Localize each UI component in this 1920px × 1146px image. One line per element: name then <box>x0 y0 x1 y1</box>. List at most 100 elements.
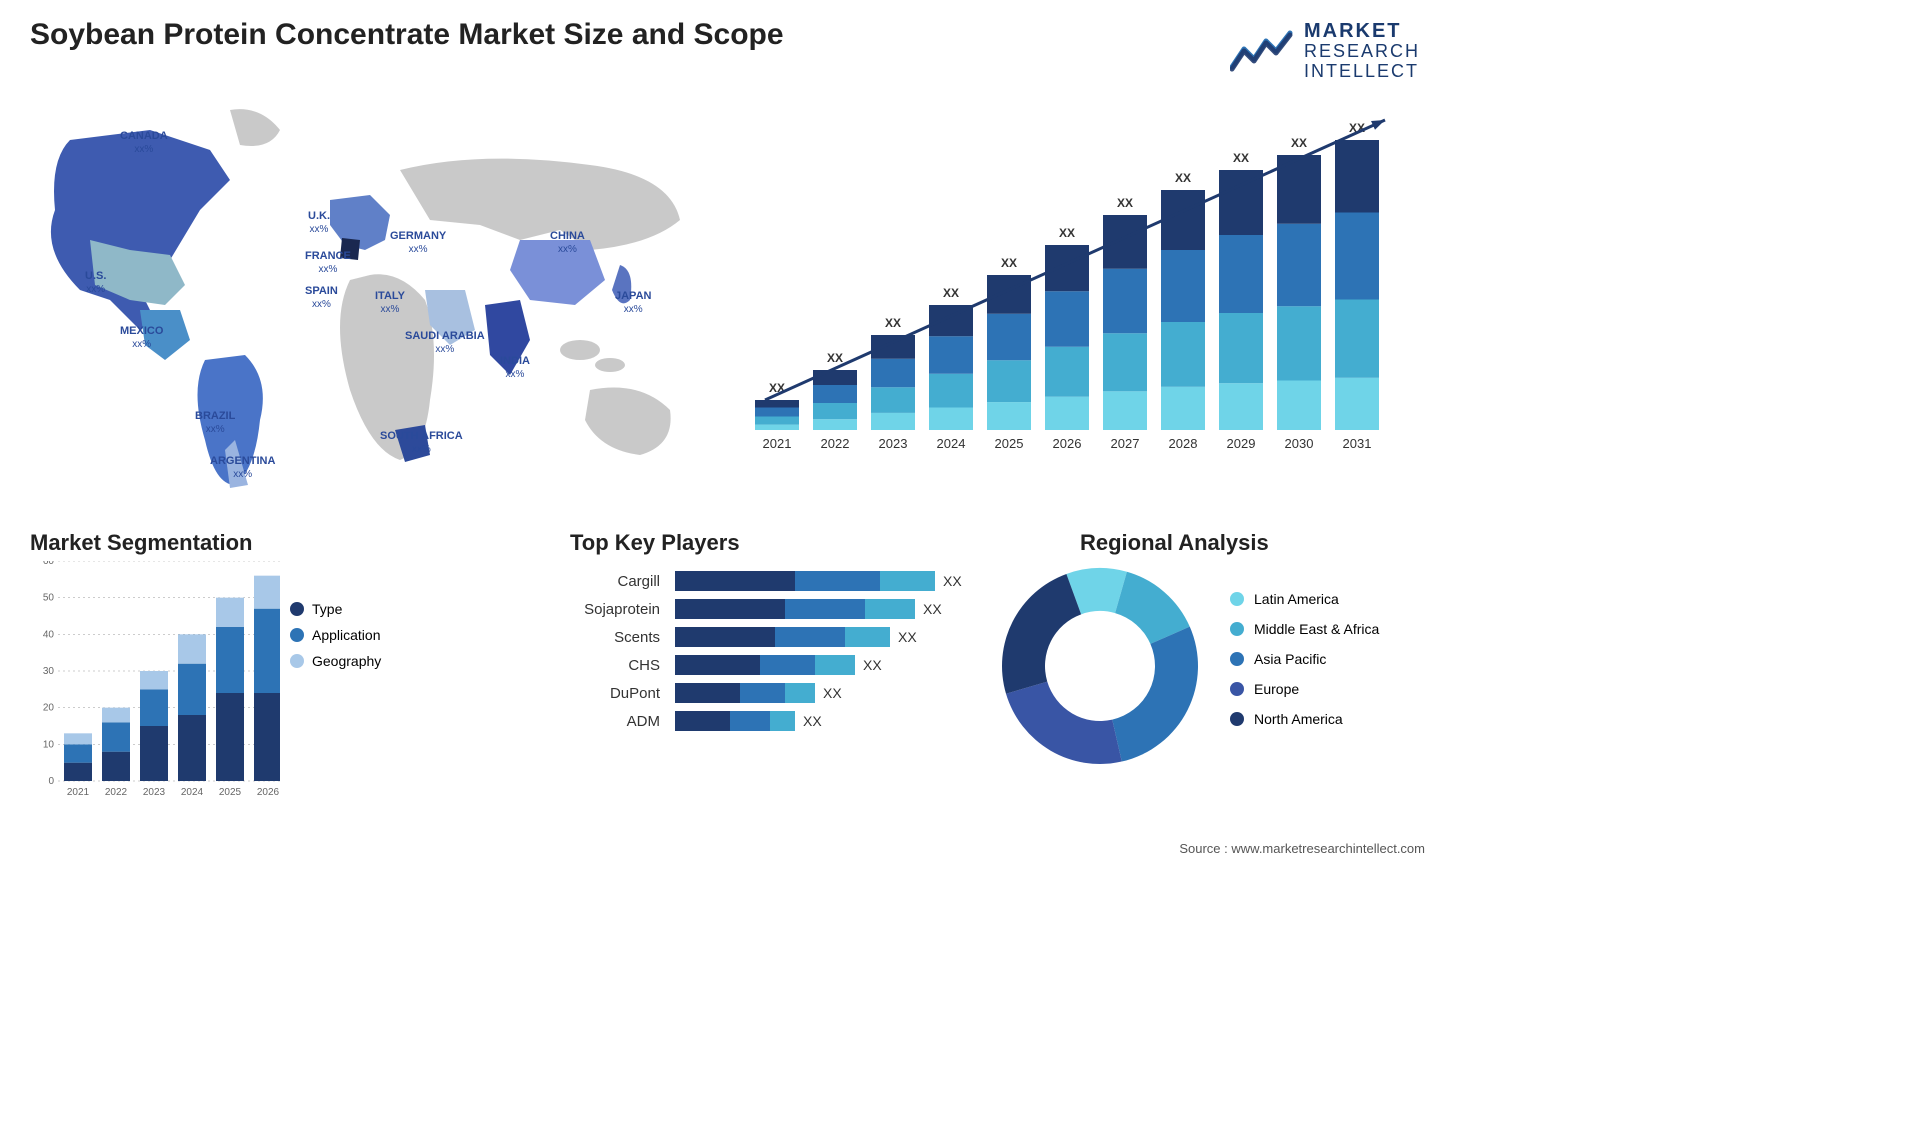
world-map-panel: CANADAxx% U.S.xx% MEXICOxx% BRAZILxx% ARGENT… <box>30 90 710 490</box>
player-row: DuPont XX <box>570 683 990 703</box>
logo-line3: INTELLECT <box>1304 62 1420 82</box>
regional-legend-item: Middle East & Africa <box>1230 621 1379 637</box>
svg-text:10: 10 <box>43 739 55 750</box>
svg-text:30: 30 <box>43 666 55 677</box>
svg-text:2026: 2026 <box>1053 436 1082 451</box>
svg-text:XX: XX <box>1117 196 1133 210</box>
svg-text:2024: 2024 <box>181 787 204 798</box>
svg-text:XX: XX <box>1059 226 1075 240</box>
player-name: DuPont <box>570 685 660 702</box>
svg-text:2026: 2026 <box>257 787 280 798</box>
main-growth-chart: XX 2021 XX 2022 XX 2023 XX 2024 XX 2025 XX 2026 XX 20… <box>745 100 1405 470</box>
main-chart-svg: XX 2021 XX 2022 XX 2023 XX 2024 XX 2025 XX 2026 XX 20… <box>745 100 1405 470</box>
map-label: SOUTH AFRICAxx% <box>380 430 463 456</box>
map-label: JAPANxx% <box>615 290 651 316</box>
player-value: XX <box>803 713 822 729</box>
regional-donut <box>1000 566 1200 766</box>
svg-text:40: 40 <box>43 629 55 640</box>
player-name: ADM <box>570 713 660 730</box>
player-row: Cargill XX <box>570 571 990 591</box>
player-value: XX <box>898 629 917 645</box>
player-row: Sojaprotein XX <box>570 599 990 619</box>
svg-text:XX: XX <box>1175 171 1191 185</box>
key-players-title: Top Key Players <box>570 530 990 556</box>
segmentation-title: Market Segmentation <box>30 530 410 556</box>
player-row: ADM XX <box>570 711 990 731</box>
map-label: ITALYxx% <box>375 290 405 316</box>
svg-text:2021: 2021 <box>763 436 792 451</box>
player-bar <box>675 655 855 675</box>
key-players-list: CargillXXSojaproteinXXScentsXXCHSXXDuPon… <box>570 571 990 731</box>
logo-line1: MARKET <box>1304 20 1420 42</box>
page-title: Soybean Protein Concentrate Market Size … <box>30 18 784 52</box>
svg-text:2025: 2025 <box>995 436 1024 451</box>
svg-text:2021: 2021 <box>67 787 90 798</box>
map-label: MEXICOxx% <box>120 325 163 351</box>
segmentation-chart: 0 10 20 30 40 50 60 2021 2022 2023 2024 2025 2026 <box>30 561 280 811</box>
map-label: CHINAxx% <box>550 230 585 256</box>
player-row: CHS XX <box>570 655 990 675</box>
svg-text:XX: XX <box>1001 256 1017 270</box>
regional-legend: Latin America Middle East & Africa Asia Pa… <box>1230 591 1379 741</box>
player-bar <box>675 683 815 703</box>
svg-text:XX: XX <box>943 286 959 300</box>
player-value: XX <box>823 685 842 701</box>
regional-title: Regional Analysis <box>1080 530 1430 556</box>
player-bar <box>675 627 890 647</box>
svg-text:XX: XX <box>827 351 843 365</box>
map-label: ARGENTINAxx% <box>210 455 275 481</box>
player-value: XX <box>943 573 962 589</box>
svg-text:50: 50 <box>43 593 55 604</box>
source-label: Source : www.marketresearchintellect.com <box>1179 841 1425 856</box>
map-label: U.K.xx% <box>308 210 330 236</box>
svg-text:2030: 2030 <box>1285 436 1314 451</box>
player-name: CHS <box>570 657 660 674</box>
map-label: U.S.xx% <box>85 270 106 296</box>
player-name: Sojaprotein <box>570 601 660 618</box>
map-label: INDIAxx% <box>500 355 530 381</box>
player-value: XX <box>863 657 882 673</box>
segmentation-legend-item: Type <box>290 601 381 617</box>
map-label: SPAINxx% <box>305 285 338 311</box>
svg-text:2022: 2022 <box>821 436 850 451</box>
regional-panel: Regional Analysis Latin America Middle Ea… <box>1000 530 1430 766</box>
regional-legend-item: Latin America <box>1230 591 1379 607</box>
player-bar <box>675 711 795 731</box>
player-row: Scents XX <box>570 627 990 647</box>
map-label: FRANCExx% <box>305 250 351 276</box>
svg-text:2029: 2029 <box>1227 436 1256 451</box>
map-label: BRAZILxx% <box>195 410 235 436</box>
key-players-panel: Top Key Players CargillXXSojaproteinXXSc… <box>570 530 990 739</box>
svg-text:XX: XX <box>885 316 901 330</box>
regional-legend-item: Europe <box>1230 681 1379 697</box>
segmentation-legend-item: Application <box>290 627 381 643</box>
player-bar <box>675 599 915 619</box>
regional-legend-item: Asia Pacific <box>1230 651 1379 667</box>
segmentation-panel: Market Segmentation 0 10 20 30 40 50 60 2021 202… <box>30 530 410 811</box>
player-name: Cargill <box>570 573 660 590</box>
player-value: XX <box>923 601 942 617</box>
svg-text:20: 20 <box>43 703 55 714</box>
svg-text:XX: XX <box>1233 151 1249 165</box>
svg-text:2028: 2028 <box>1169 436 1198 451</box>
map-label: CANADAxx% <box>120 130 168 156</box>
svg-text:XX: XX <box>1291 136 1307 150</box>
logo-line2: RESEARCH <box>1304 42 1420 62</box>
svg-text:2025: 2025 <box>219 787 242 798</box>
player-name: Scents <box>570 629 660 646</box>
svg-text:2027: 2027 <box>1111 436 1140 451</box>
svg-text:2024: 2024 <box>937 436 966 451</box>
map-label: GERMANYxx% <box>390 230 446 256</box>
svg-text:2022: 2022 <box>105 787 128 798</box>
svg-text:60: 60 <box>43 561 55 567</box>
brand-logo: MARKET RESEARCH INTELLECT <box>1230 20 1420 82</box>
svg-text:2023: 2023 <box>879 436 908 451</box>
svg-text:2023: 2023 <box>143 787 166 798</box>
svg-text:0: 0 <box>48 776 54 787</box>
segmentation-legend-item: Geography <box>290 653 381 669</box>
segmentation-legend: Type Application Geography <box>290 601 381 679</box>
regional-legend-item: North America <box>1230 711 1379 727</box>
svg-text:2031: 2031 <box>1343 436 1372 451</box>
logo-icon <box>1230 29 1294 73</box>
player-bar <box>675 571 935 591</box>
